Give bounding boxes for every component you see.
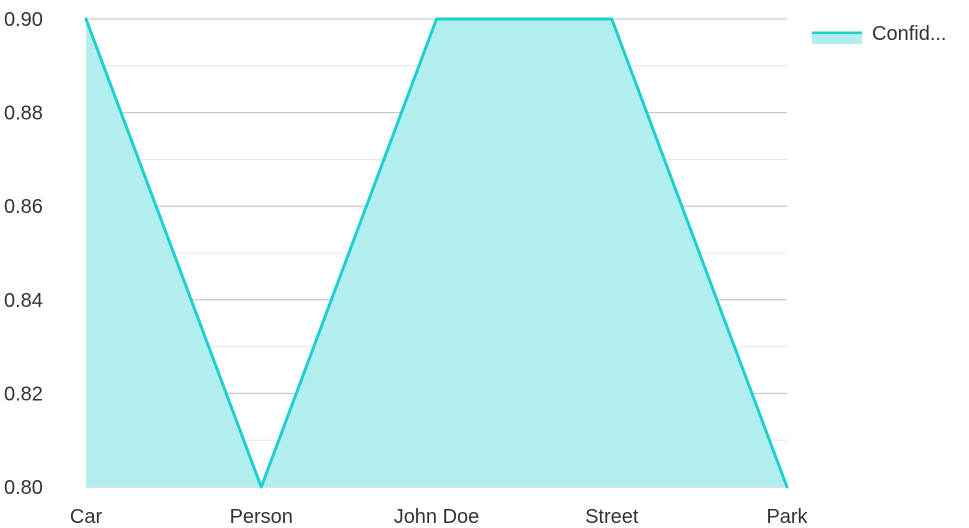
series-area-fill	[86, 19, 787, 487]
data-point[interactable]	[785, 485, 789, 489]
data-point[interactable]	[610, 17, 614, 21]
y-tick-label: 0.84	[4, 290, 43, 312]
x-tick-label: Street	[585, 506, 639, 528]
legend-label: Confid...	[872, 23, 946, 45]
legend[interactable]: Confid...	[812, 23, 946, 45]
y-axis-tick-labels: 0.90 0.88 0.86 0.84 0.82 0.80	[4, 9, 43, 499]
y-tick-label: 0.90	[4, 9, 43, 31]
x-axis-tick-labels: Car Person John Doe Street Park	[70, 506, 809, 528]
legend-swatch-fill	[812, 34, 862, 44]
x-tick-label: Park	[766, 506, 808, 528]
y-tick-label: 0.80	[4, 477, 43, 499]
data-point[interactable]	[259, 485, 263, 489]
data-point[interactable]	[84, 17, 88, 21]
series-points	[84, 17, 789, 489]
y-tick-label: 0.86	[4, 196, 43, 218]
y-tick-label: 0.88	[4, 103, 43, 125]
y-tick-label: 0.82	[4, 383, 43, 405]
x-tick-label: Person	[230, 506, 293, 528]
x-tick-label: Car	[70, 506, 103, 528]
x-tick-label: John Doe	[394, 506, 480, 528]
data-point[interactable]	[435, 17, 438, 21]
